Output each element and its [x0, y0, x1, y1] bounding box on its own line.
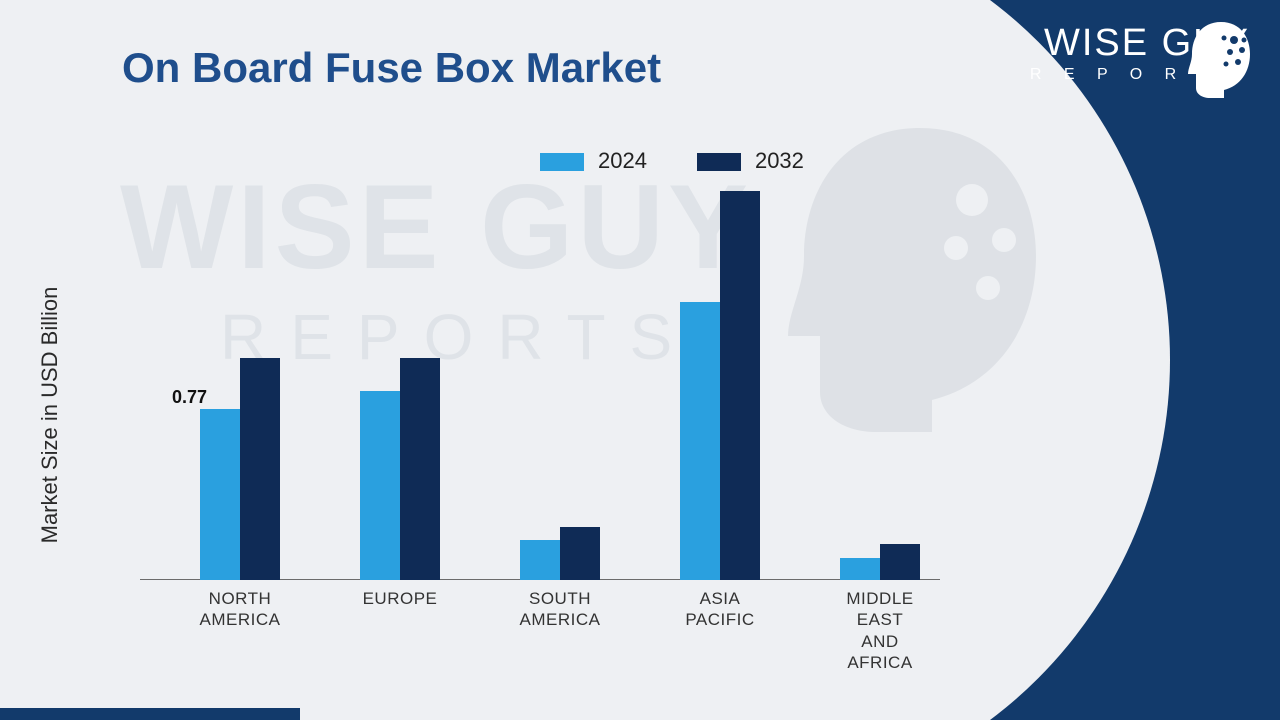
- bar: [720, 191, 760, 580]
- legend-item-2024: 2024: [540, 148, 647, 174]
- bar: [680, 302, 720, 580]
- legend: 2024 2032: [540, 148, 804, 174]
- bar: [360, 391, 400, 580]
- bar: [240, 358, 280, 580]
- category-label: MIDDLEEASTANDAFRICA: [810, 588, 950, 673]
- chart-canvas: On Board Fuse Box Market WISE GUY R E P …: [0, 0, 1280, 720]
- bar: [200, 409, 240, 580]
- legend-swatch-2024: [540, 153, 584, 171]
- bar-value-label: 0.77: [172, 387, 207, 408]
- brand-logo: WISE GUY R E P O R T S: [990, 24, 1250, 84]
- legend-item-2032: 2032: [697, 148, 804, 174]
- bar: [880, 544, 920, 580]
- category-label: NORTHAMERICA: [170, 588, 310, 631]
- plot-area: 0.77: [140, 180, 940, 580]
- bar: [520, 540, 560, 580]
- bottom-accent-bar: [0, 708, 300, 720]
- bar: [400, 358, 440, 580]
- legend-swatch-2032: [697, 153, 741, 171]
- bar: [560, 527, 600, 580]
- head-icon: [1186, 20, 1256, 100]
- bar: [840, 558, 880, 580]
- bar-chart: Market Size in USD Billion 2024 2032 0.7…: [60, 150, 960, 680]
- chart-title: On Board Fuse Box Market: [122, 44, 661, 92]
- y-axis-label: Market Size in USD Billion: [37, 287, 63, 544]
- category-label: ASIAPACIFIC: [650, 588, 790, 631]
- legend-label-2032: 2032: [755, 148, 804, 173]
- legend-label-2024: 2024: [598, 148, 647, 173]
- category-label: EUROPE: [330, 588, 470, 609]
- category-label: SOUTHAMERICA: [490, 588, 630, 631]
